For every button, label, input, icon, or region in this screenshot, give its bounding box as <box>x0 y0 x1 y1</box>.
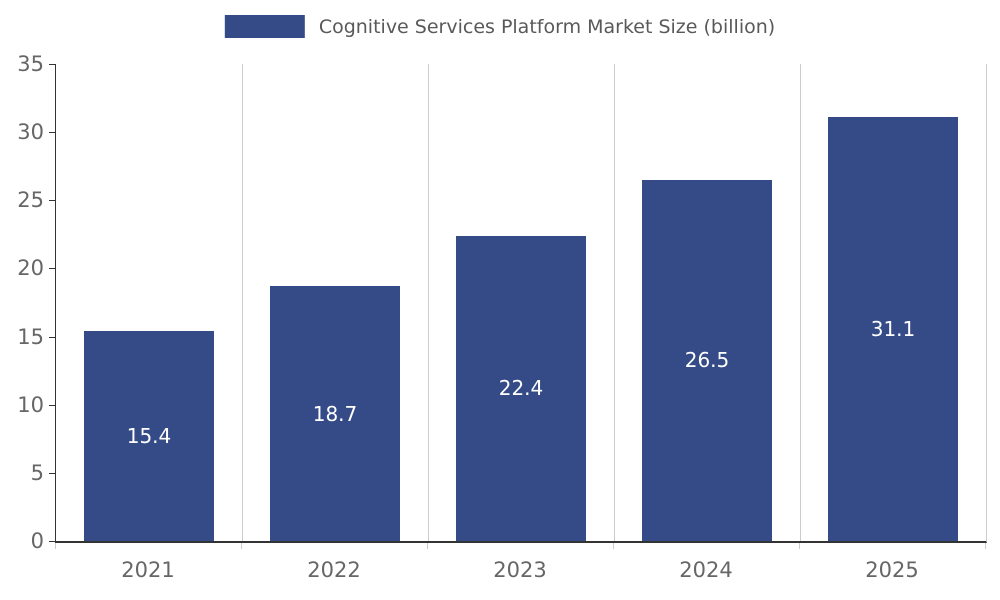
y-tick-label: 5 <box>30 460 44 485</box>
y-tick-mark <box>49 200 55 202</box>
bar: 26.5 <box>641 179 773 541</box>
bar-value-label: 18.7 <box>312 401 358 426</box>
bar-value-label: 15.4 <box>126 424 172 449</box>
legend: Cognitive Services Platform Market Size … <box>224 15 776 38</box>
y-tick-mark <box>49 132 55 134</box>
bar-value-label: 31.1 <box>870 317 916 342</box>
x-tick-label: 2024 <box>679 558 733 582</box>
x-tick-label: 2021 <box>121 558 175 582</box>
y-tick-label: 35 <box>17 52 44 76</box>
x-tick-label: 2022 <box>307 558 361 582</box>
x-tick-mark <box>427 543 428 549</box>
bar: 18.7 <box>269 286 401 541</box>
x-tick-label: 2023 <box>493 558 547 582</box>
y-tick-label: 25 <box>17 188 44 213</box>
y-tick-label: 10 <box>17 392 44 417</box>
vertical-gridline <box>800 64 801 541</box>
x-tick-mark <box>985 543 986 549</box>
bar-value-label: 22.4 <box>498 376 544 401</box>
y-tick-mark <box>49 472 55 474</box>
bar: 31.1 <box>827 117 959 541</box>
y-tick-mark <box>49 268 55 270</box>
y-tick-label: 30 <box>17 120 44 145</box>
vertical-gridline <box>614 64 615 541</box>
y-tick-label: 15 <box>17 324 44 349</box>
y-tick-mark <box>49 404 55 406</box>
x-tick-label: 2025 <box>865 558 919 582</box>
legend-swatch <box>224 15 305 38</box>
y-tick-mark <box>49 541 55 542</box>
vertical-gridline <box>428 64 429 541</box>
y-tick-label: 0 <box>30 529 44 553</box>
x-tick-mark <box>799 543 800 549</box>
vertical-gridline <box>242 64 243 541</box>
bar-value-label: 26.5 <box>684 348 730 373</box>
x-tick-mark <box>613 543 614 549</box>
y-tick-mark <box>49 336 55 338</box>
x-tick-mark <box>55 543 56 549</box>
legend-label: Cognitive Services Platform Market Size … <box>318 15 776 38</box>
x-tick-mark <box>241 543 242 549</box>
bar: 15.4 <box>83 331 215 541</box>
y-tick-label: 20 <box>17 256 44 281</box>
y-tick-mark <box>49 64 55 65</box>
plot-area: 15.4 18.7 22.4 26.5 31.1 <box>55 64 987 543</box>
bar: 22.4 <box>455 235 587 541</box>
